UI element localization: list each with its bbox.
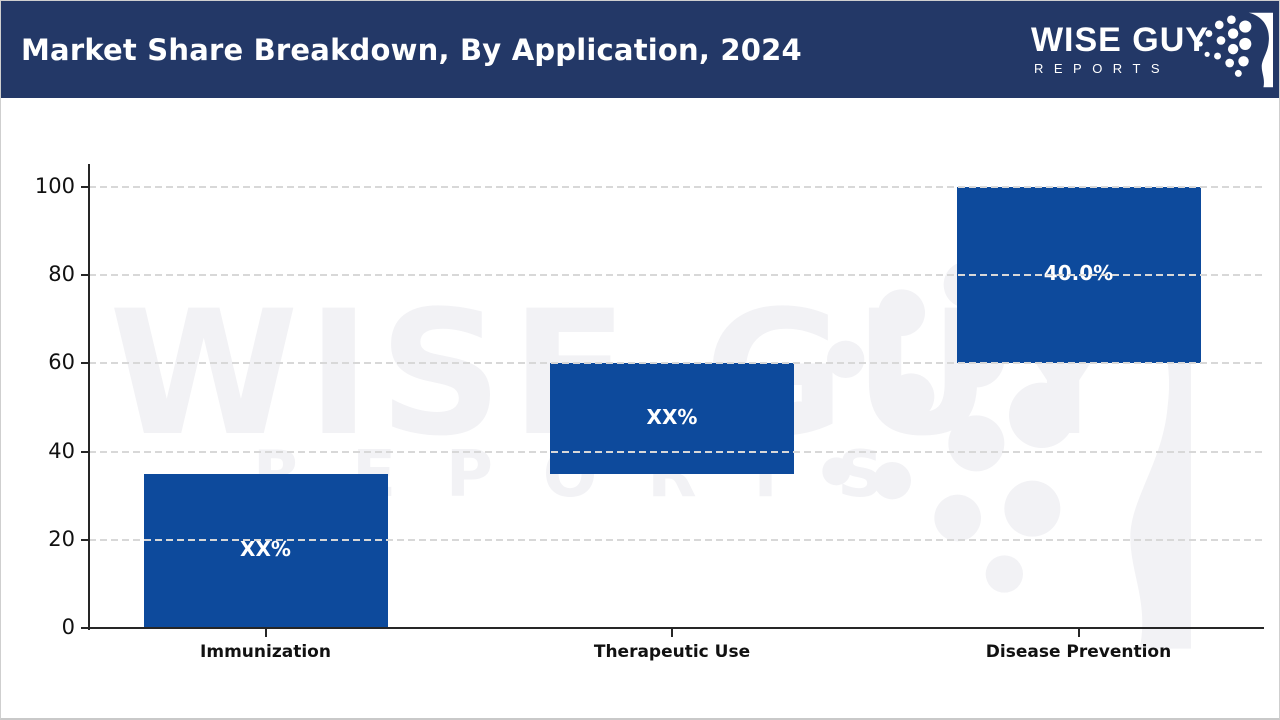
chart-title: Market Share Breakdown, By Application, … [21, 32, 802, 67]
logo-wordmark: WISE GUY [1030, 21, 1209, 59]
y-tick-label-60: 60 [48, 350, 75, 375]
bar-value-label: XX% [240, 536, 291, 561]
y-tick-label-0: 0 [61, 615, 75, 639]
y-tick-20 [81, 538, 88, 541]
bar-therapeutic-use: XX% [550, 363, 794, 474]
y-tick-label-40: 40 [48, 438, 75, 463]
x-tick-0 [264, 629, 267, 637]
x-tick-label-1: Therapeutic Use [593, 642, 751, 662]
gridline-20 [89, 538, 1263, 541]
y-tick-label-80: 80 [48, 262, 75, 287]
dotted-face-icon [1197, 12, 1273, 87]
gridline-80 [89, 274, 1263, 277]
gridline-60 [89, 362, 1263, 365]
x-tick-label-2: Disease Prevention [985, 642, 1172, 662]
bar-immunization: XX% [143, 473, 388, 628]
y-tick-40 [81, 450, 88, 453]
gridline-100 [89, 186, 1263, 188]
header-bar: Market Share Breakdown, By Application, … [1, 1, 1279, 98]
y-tick-80 [81, 274, 88, 277]
chart-plot-area: WISE GUY REPORTS 0 20 40 60 80 100 XX% Immuniza… [1, 98, 1279, 718]
y-tick-label-20: 20 [48, 526, 75, 551]
logo-text: WISE GUY REPORTS [1031, 23, 1209, 76]
logo-subtext: REPORTS [1033, 61, 1171, 76]
y-tick-label-100: 100 [34, 174, 75, 198]
y-axis-line [88, 164, 90, 630]
y-tick-60 [81, 362, 88, 365]
bar-value-label: 40.0% [1043, 261, 1114, 286]
gridline-40 [89, 450, 1263, 453]
wiseguy-logo: WISE GUY REPORTS [1031, 7, 1279, 93]
x-axis-line [88, 627, 1264, 629]
x-tick-label-0: Immunization [200, 642, 331, 662]
x-tick-2 [1077, 629, 1080, 637]
x-tick-1 [671, 629, 673, 637]
bar-value-label: XX% [646, 404, 698, 429]
y-tick-100 [81, 186, 88, 188]
y-tick-0 [81, 627, 88, 629]
